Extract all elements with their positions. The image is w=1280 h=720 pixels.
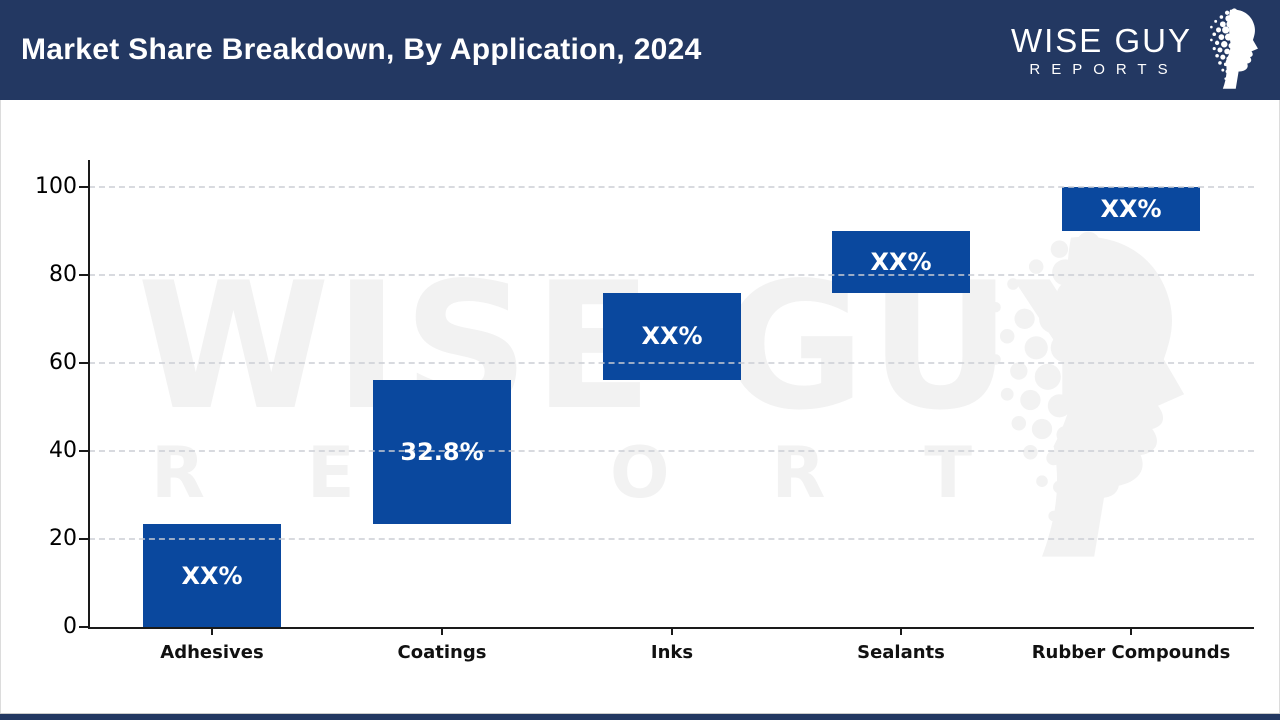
y-tick-0 <box>79 626 88 628</box>
y-tick-label-100: 100 <box>35 173 77 199</box>
bar-value-label: XX% <box>181 561 243 590</box>
x-category-label-1: Coatings <box>397 642 487 663</box>
y-tick-40 <box>79 449 88 452</box>
grid-line-80 <box>89 273 1254 276</box>
bar-value-label: XX% <box>1100 194 1162 223</box>
logo-subtitle: REPORTS <box>1029 60 1179 78</box>
y-tick-20 <box>79 537 88 540</box>
y-tick-60 <box>79 361 88 364</box>
bar-value-label: XX% <box>870 248 932 277</box>
x-category-label-0: Adhesives <box>160 642 264 663</box>
dotted-head-logo-icon <box>1210 8 1258 89</box>
grid-line-20 <box>89 537 1254 540</box>
y-tick-label-20: 20 <box>49 525 77 551</box>
y-tick-label-80: 80 <box>49 261 77 287</box>
grid-line-40 <box>89 449 1254 452</box>
bar-inks: XX% <box>603 293 741 380</box>
y-tick-label-60: 60 <box>49 349 77 375</box>
bar-value-label: 32.8% <box>400 438 484 467</box>
plot-region: XX% 32.8% XX% XX% XX% 0 20 40 60 80 100 Adhesives Co… <box>1 100 1279 714</box>
grid-line-100 <box>89 185 1254 188</box>
wise-guy-reports-logo: WISE GUY REPORTS <box>1011 7 1266 93</box>
bar-value-label: XX% <box>641 322 703 351</box>
logo-text: WISE GUY REPORTS <box>1011 24 1192 77</box>
bar-rubber-compounds: XX% <box>1062 186 1200 232</box>
x-category-label-2: Inks <box>650 642 694 663</box>
chart-area: WISE GUY REPORTS XX% 32.8% XX% XX% XX% 0 20 40 6… <box>0 100 1280 714</box>
x-tick-0 <box>211 629 213 635</box>
bar-adhesives: XX% <box>143 524 281 627</box>
x-category-label-3: Sealants <box>857 642 945 663</box>
x-category-label-4: Rubber Compounds <box>1031 642 1231 663</box>
y-tick-100 <box>79 185 88 188</box>
y-tick-80 <box>79 273 88 276</box>
x-tick-3 <box>900 629 902 635</box>
y-axis-line <box>88 160 90 629</box>
x-tick-4 <box>1130 629 1132 635</box>
header-bar: Market Share Breakdown, By Application, … <box>0 0 1280 100</box>
bar-coatings: 32.8% <box>373 379 511 525</box>
x-tick-2 <box>671 629 673 635</box>
grid-line-60 <box>89 361 1254 364</box>
logo-wordmark: WISE GUY <box>1010 21 1192 59</box>
x-tick-1 <box>441 629 443 635</box>
x-axis-line <box>88 627 1254 629</box>
footer-accent-bar <box>0 713 1280 720</box>
y-tick-label-0: 0 <box>63 614 77 639</box>
bar-sealants: XX% <box>832 231 970 294</box>
y-tick-label-40: 40 <box>49 437 77 463</box>
page-title: Market Share Breakdown, By Application, … <box>21 33 702 66</box>
